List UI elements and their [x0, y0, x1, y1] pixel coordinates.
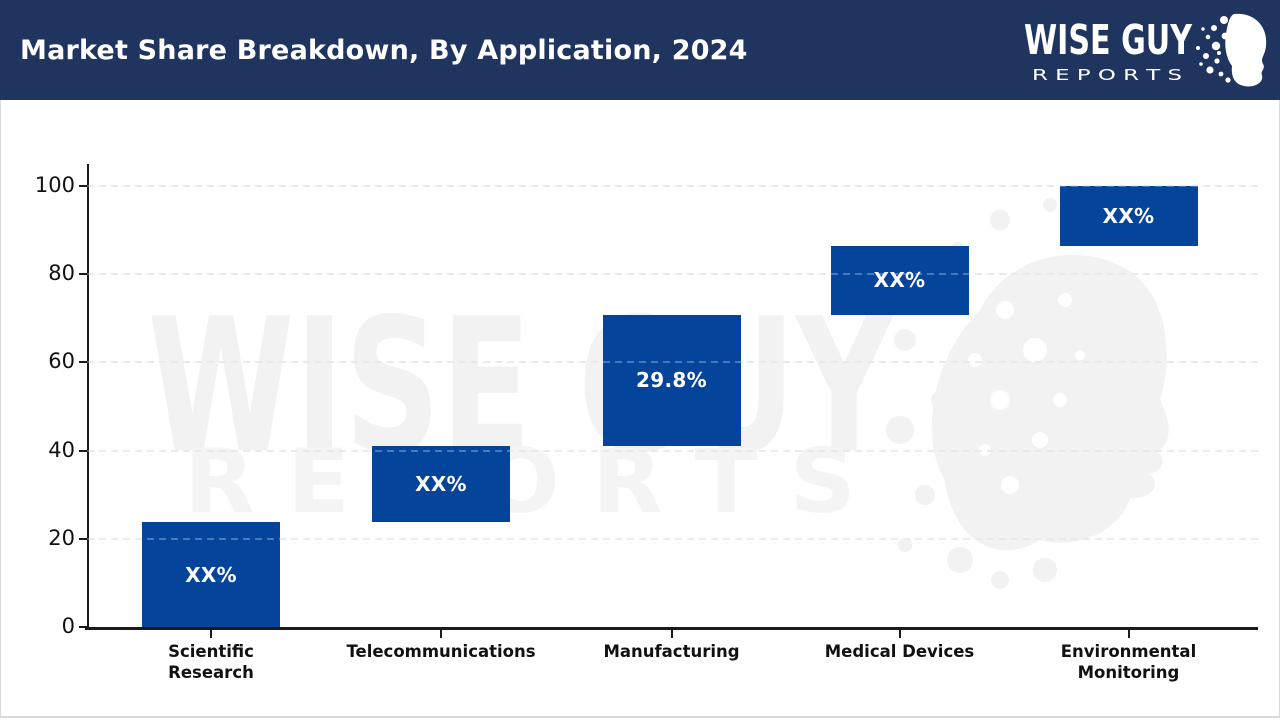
x-axis-tick-manufacturing	[670, 630, 673, 638]
gridline-overlay-80	[87, 273, 1258, 276]
bar-value-label-telecommunications: XX%	[415, 472, 467, 497]
gridline-overlay-20	[87, 537, 1258, 540]
x-axis-tick-medical-devices	[898, 630, 901, 638]
y-axis-tick-20	[79, 537, 87, 540]
watermark-line2: R E P O R T S	[184, 430, 856, 533]
gridline-20	[87, 537, 1258, 540]
x-tick-label-medical-devices: Medical Devices	[824, 642, 975, 661]
bar-environmental-monitoring: XX%	[1059, 186, 1198, 246]
bar-telecommunications: XX%	[372, 446, 510, 523]
x-axis-line	[85, 627, 1258, 630]
y-axis-tick-60	[79, 361, 87, 364]
bar-scientific-research: XX%	[142, 522, 280, 627]
logo-subtext: R E P O R T S	[1032, 66, 1182, 84]
card-border-bottom	[0, 716, 1280, 718]
x-tick-label-manufacturing: Manufacturing	[603, 642, 740, 661]
card-border-left	[0, 100, 1, 717]
x-axis-tick-scientific-research	[210, 630, 212, 638]
x-tick-label-environmental-monitoring: Environmental Monitoring	[1060, 642, 1197, 683]
y-tick-label-0: 0	[61, 614, 75, 638]
gridline-overlay-40	[87, 449, 1258, 452]
gridline-overlay-100	[87, 185, 1258, 187]
watermark-line1: WISE GUY	[148, 278, 894, 494]
brand-logo: WISE GUY R E P O R T S	[1020, 6, 1272, 98]
gridline-100	[87, 185, 1258, 187]
y-tick-label-80: 80	[48, 261, 75, 286]
y-tick-label-60: 60	[48, 349, 75, 374]
bar-value-label-medical-devices: XX%	[873, 268, 926, 293]
x-tick-label-scientific-research: Scientific Research	[168, 642, 254, 683]
y-axis-tick-0	[79, 626, 87, 628]
header-bar: Market Share Breakdown, By Application, …	[0, 0, 1280, 100]
gridline-overlay-60	[87, 361, 1258, 364]
dotted-head-icon	[1196, 13, 1267, 87]
wise-guy-logo-graphic: WISE GUY R E P O R T S	[1024, 13, 1267, 87]
y-tick-label-100: 100	[34, 173, 75, 197]
y-axis-tick-100	[79, 185, 87, 187]
logo-wordmark: WISE GUY	[1024, 16, 1193, 64]
y-axis-tick-40	[79, 449, 87, 452]
x-axis-tick-telecommunications	[440, 630, 442, 638]
bar-value-label-manufacturing: 29.8%	[636, 368, 707, 393]
gridline-80	[87, 273, 1258, 276]
chart-plot-area: WISE GUY R E P O R T S 0 20 40 60 80 100 XX% Sc…	[0, 100, 1280, 720]
bar-medical-devices: XX%	[830, 245, 969, 315]
y-axis-tick-80	[79, 273, 87, 276]
y-axis-line	[87, 164, 89, 630]
bar-value-label-scientific-research: XX%	[185, 562, 237, 587]
gridline-40	[87, 449, 1258, 452]
bar-value-label-environmental-monitoring: XX%	[1102, 203, 1155, 228]
y-tick-label-20: 20	[48, 525, 75, 550]
page-title: Market Share Breakdown, By Application, …	[20, 34, 748, 66]
x-axis-tick-environmental-monitoring	[1127, 630, 1130, 638]
x-tick-label-telecommunications: Telecommunications	[346, 642, 536, 661]
bar-manufacturing: 29.8%	[602, 314, 741, 447]
y-tick-label-40: 40	[48, 437, 75, 462]
